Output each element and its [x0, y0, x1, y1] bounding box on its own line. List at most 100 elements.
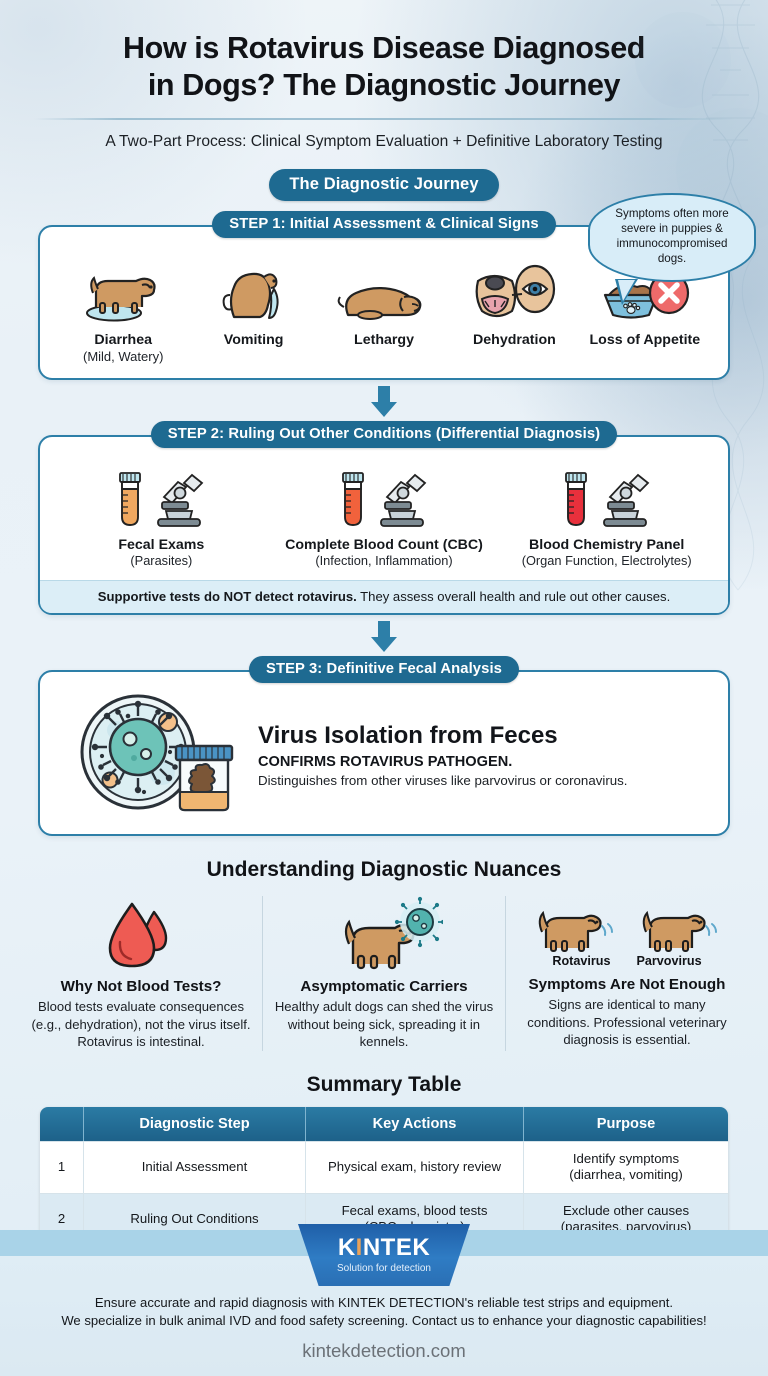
step3-text: Virus Isolation from Feces CONFIRMS ROTA…: [254, 722, 708, 788]
symptom-row: Diarrhea (Mild, Watery) Vomiting: [40, 227, 728, 378]
nuance-text: Blood tests evaluate consequences (e.g.,…: [31, 999, 251, 1050]
cell-step: Initial Assessment: [84, 1140, 306, 1193]
connector-step2-step3: [0, 621, 768, 653]
nuance-item-symptoms-not-enough: Rotavirus Parvovirus Symptoms Are Not En…: [505, 896, 748, 1051]
footer-text-line1: Ensure accurate and rapid diagnosis with…: [94, 1295, 674, 1310]
nuances-title: Understanding Diagnostic Nuances: [206, 858, 562, 882]
step1-card: Diarrhea (Mild, Watery) Vomiting: [38, 225, 730, 381]
step1-badge-wrap: STEP 1: Initial Assessment & Clinical Si…: [38, 211, 730, 239]
petri-dish-virus-stool-sample-icon: [60, 694, 250, 816]
logo-k: K: [337, 1234, 356, 1261]
mini-label-rotavirus: Rotavirus: [552, 954, 611, 969]
page-title-line2: in Dogs? The Diagnostic Journey: [147, 68, 621, 103]
journey-badge-wrap: The Diagnostic Journey: [0, 169, 768, 202]
symptom-item-lethargy: Lethargy: [319, 261, 449, 364]
step2-badge: STEP 2: Ruling Out Other Conditions (Dif…: [150, 421, 618, 449]
symptom-item-vomiting: Vomiting: [188, 261, 318, 364]
step3-paragraph: Distinguishes from other viruses like pa…: [258, 772, 628, 788]
column-header-number: [40, 1106, 84, 1141]
kintek-logo-name: KINTEK: [338, 1236, 430, 1260]
symptom-label: Dehydration: [473, 332, 556, 349]
test-item-fecal-exams: Fecal Exams (Parasites): [50, 467, 273, 568]
step2-note: Supportive tests do NOT detect rotavirus…: [40, 580, 728, 614]
footer-text-line2: We specialize in bulk animal IVD and foo…: [61, 1313, 707, 1329]
test-label: Complete Blood Count (CBC): [285, 537, 483, 554]
step3-card: Virus Isolation from Feces CONFIRMS ROTA…: [38, 670, 730, 837]
dog-lethargy-icon: [319, 261, 449, 323]
tests-row: Fecal Exams (Parasites): [40, 437, 728, 580]
test-sublabel: (Parasites): [130, 553, 193, 569]
connector-arrowhead: [371, 402, 397, 418]
test-item-blood-chemistry: Blood Chemistry Panel (Organ Function, E…: [495, 467, 718, 568]
test-tube-microscope-icon: [50, 467, 273, 533]
test-item-cbc: Complete Blood Count (CBC) (Infection, I…: [273, 467, 496, 568]
title-divider: [34, 118, 734, 121]
step3-section: STEP 3: Definitive Fecal Analysis: [0, 656, 768, 837]
symptom-callout-bubble: Symptoms often more severe in puppies & …: [588, 193, 756, 282]
step3-body: Virus Isolation from Feces CONFIRMS ROTA…: [40, 672, 728, 834]
step3-badge-wrap: STEP 3: Definitive Fecal Analysis: [38, 656, 730, 684]
cell-number: 1: [40, 1140, 84, 1193]
step2-badge-wrap: STEP 2: Ruling Out Other Conditions (Dif…: [38, 421, 730, 449]
page-title-line1: How is Rotavirus Disease Diagnosed: [122, 31, 645, 65]
cell-actions: Physical exam, history review: [306, 1140, 524, 1193]
footer: KINTEK Solution for detection Ensure acc…: [0, 1224, 768, 1376]
journey-badge: The Diagnostic Journey: [269, 169, 499, 202]
summary-table-head: Diagnostic Step Key Actions Purpose: [40, 1106, 728, 1141]
step3-heading: Virus Isolation from Feces: [258, 722, 558, 750]
nuance-heading: Why Not Blood Tests?: [60, 978, 222, 996]
step3-subheading: CONFIRMS ROTAVIRUS PATHOGEN.: [258, 753, 513, 770]
nuances-row: Why Not Blood Tests? Blood tests evaluat…: [0, 896, 768, 1051]
nuance-text: Healthy adult dogs can shed the virus wi…: [274, 999, 494, 1050]
dog-comparison-labels: Rotavirus Parvovirus: [516, 954, 738, 968]
connector-stem: [378, 386, 390, 403]
step2-card: Fecal Exams (Parasites): [38, 435, 730, 616]
step1-section: STEP 1: Initial Assessment & Clinical Si…: [0, 193, 768, 381]
step2-note-rest: They assess overall health and rule out …: [356, 589, 671, 605]
connector-stem: [378, 621, 390, 638]
symptom-label: Diarrhea: [94, 332, 152, 349]
symptom-label: Vomiting: [223, 332, 284, 349]
test-sublabel: (Organ Function, Electrolytes): [521, 553, 692, 569]
step2-section: STEP 2: Ruling Out Other Conditions (Dif…: [0, 421, 768, 616]
footer-text: Ensure accurate and rapid diagnosis with…: [0, 1294, 768, 1330]
step3-badge: STEP 3: Definitive Fecal Analysis: [248, 656, 520, 684]
table-header-row: Diagnostic Step Key Actions Purpose: [40, 1106, 728, 1141]
footer-website-url[interactable]: kintekdetection.com: [302, 1340, 466, 1361]
dog-with-virus-icon: [273, 896, 495, 970]
connector-arrowhead: [371, 637, 397, 653]
logo-i-accent: I: [355, 1234, 363, 1261]
mini-label-parvovirus: Parvovirus: [636, 954, 702, 969]
logo-ntek: NTEK: [362, 1234, 431, 1261]
nuance-heading: Symptoms Are Not Enough: [528, 976, 726, 994]
column-header-purpose: Purpose: [524, 1106, 728, 1141]
symptom-label: Lethargy: [354, 332, 414, 349]
kintek-logo[interactable]: KINTEK Solution for detection: [298, 1224, 470, 1286]
test-tube-microscope-icon: [273, 467, 496, 533]
nuance-heading: Asymptomatic Carriers: [300, 978, 468, 996]
column-header-actions: Key Actions: [306, 1106, 524, 1141]
page-title: How is Rotavirus Disease Diagnosed in Do…: [26, 30, 742, 104]
dog-dehydration-eye-icon: [449, 261, 579, 323]
header: How is Rotavirus Disease Diagnosed in Do…: [0, 0, 768, 151]
two-dogs-comparison-icon: [516, 896, 738, 953]
connector-step1-step2: [0, 386, 768, 418]
symptom-item-dehydration: Dehydration: [449, 261, 579, 364]
test-sublabel: (Infection, Inflammation): [315, 553, 453, 569]
blood-drop-icon: [30, 896, 252, 970]
nuance-item-blood-tests: Why Not Blood Tests? Blood tests evaluat…: [20, 896, 262, 1050]
symptom-callout-bubble-tail: [615, 279, 638, 306]
summary-table-title: Summary Table: [306, 1072, 462, 1096]
dog-diarrhea-icon: [58, 261, 188, 323]
dog-vomiting-icon: [188, 261, 318, 323]
table-row: 1 Initial Assessment Physical exam, hist…: [40, 1140, 728, 1193]
page-subtitle: A Two-Part Process: Clinical Symptom Eva…: [105, 133, 663, 151]
symptom-item-diarrhea: Diarrhea (Mild, Watery): [58, 261, 188, 364]
step1-badge: STEP 1: Initial Assessment & Clinical Si…: [212, 211, 556, 239]
symptom-label: Loss of Appetite: [589, 332, 701, 349]
nuance-text: Signs are identical to many conditions. …: [527, 997, 727, 1048]
step2-note-bold: Supportive tests do NOT detect rotavirus…: [97, 589, 357, 605]
kintek-logo-tagline: Solution for detection: [337, 1263, 431, 1274]
kintek-logo-shape: KINTEK Solution for detection: [298, 1224, 470, 1286]
